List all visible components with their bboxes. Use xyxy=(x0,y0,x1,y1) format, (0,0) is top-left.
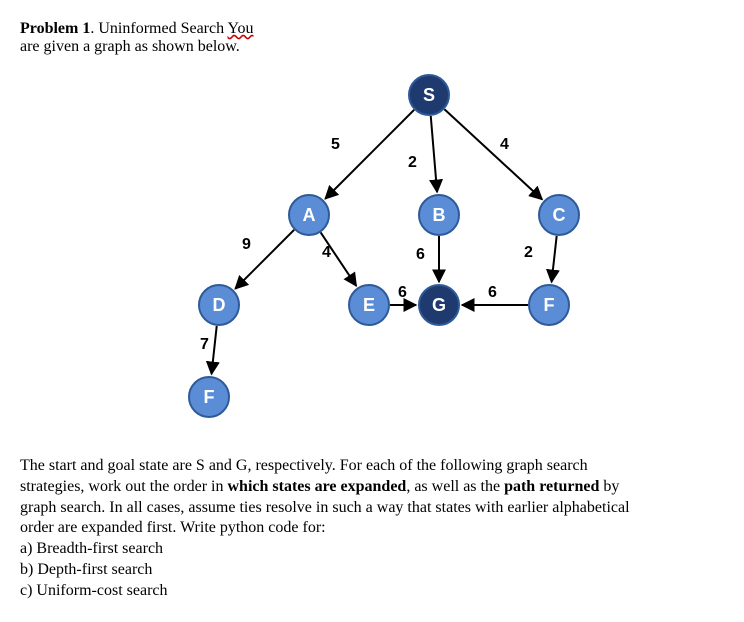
node-F: F xyxy=(528,284,570,326)
edge-label-E-G: 6 xyxy=(398,284,407,302)
node-G: G xyxy=(418,284,460,326)
option-b: b) Depth-first search xyxy=(20,560,724,581)
option-a: a) Breadth-first search xyxy=(20,539,724,560)
edge-S-A xyxy=(325,110,414,199)
edge-label-A-E: 4 xyxy=(322,244,331,262)
footer-line3: graph search. In all cases, assume ties … xyxy=(20,498,724,519)
header-rest1: . Uninformed Search xyxy=(90,20,227,37)
question-text: The start and goal state are S and G, re… xyxy=(20,456,724,602)
option-c: c) Uniform-cost search xyxy=(20,581,724,602)
edge-label-A-D: 9 xyxy=(242,236,251,254)
problem-label: Problem 1 xyxy=(20,20,90,37)
header-you: You xyxy=(228,20,254,37)
node-E: E xyxy=(348,284,390,326)
footer-line2: strategies, work out the order in which … xyxy=(20,477,724,498)
edge-label-S-A: 5 xyxy=(331,136,340,154)
edge-D-F2 xyxy=(211,326,216,374)
edge-label-S-B: 2 xyxy=(408,154,417,172)
node-B: B xyxy=(418,194,460,236)
edge-S-B xyxy=(431,116,437,192)
problem-header-line2: are given a graph as shown below. xyxy=(20,38,724,56)
node-A: A xyxy=(288,194,330,236)
problem-header-line1: Problem 1. Uninformed Search You xyxy=(20,20,724,38)
node-C: C xyxy=(538,194,580,236)
edge-label-B-G: 6 xyxy=(416,246,425,264)
edge-label-C-F: 2 xyxy=(524,244,533,262)
edge-label-F-G: 6 xyxy=(488,284,497,302)
node-F2: F xyxy=(188,376,230,418)
footer-line1: The start and goal state are S and G, re… xyxy=(20,456,724,477)
edge-S-C xyxy=(444,109,542,199)
graph-diagram: 5 2 4 9 4 6 2 6 6 7 S A B C D EG F F xyxy=(20,66,720,446)
footer-line4: order are expanded first. Write python c… xyxy=(20,518,724,539)
edge-label-S-C: 4 xyxy=(500,136,509,154)
graph-edges xyxy=(20,66,720,446)
node-D: D xyxy=(198,284,240,326)
node-S: S xyxy=(408,74,450,116)
edge-label-D-F2: 7 xyxy=(200,336,209,354)
edge-C-F xyxy=(552,236,557,282)
